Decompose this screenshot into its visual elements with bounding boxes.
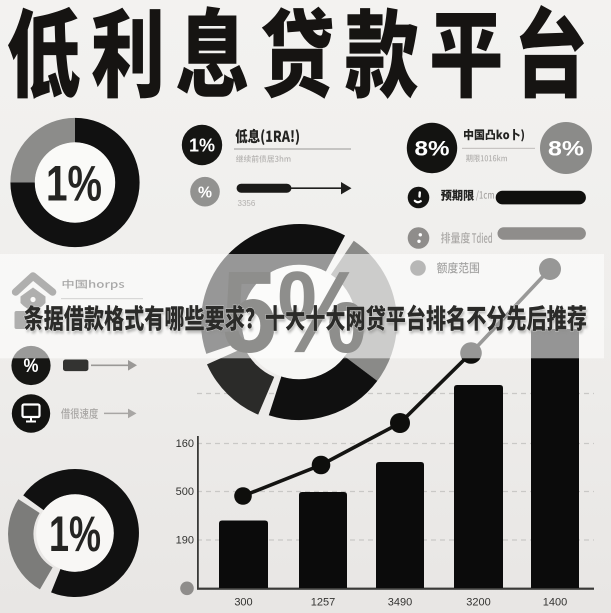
svg-text:8%: 8% — [415, 137, 450, 160]
svg-text:%: % — [198, 185, 212, 202]
svg-text:1257: 1257 — [311, 597, 335, 609]
svg-text:1%: 1% — [189, 136, 215, 156]
svg-text:300: 300 — [234, 597, 252, 609]
svg-text:160: 160 — [176, 438, 194, 450]
svg-text:1%: 1% — [49, 506, 101, 562]
svg-text:3490: 3490 — [388, 597, 412, 609]
svg-text:500: 500 — [176, 486, 194, 498]
svg-text:%: % — [24, 356, 39, 377]
svg-text:1400: 1400 — [543, 597, 567, 609]
svg-text:1%: 1% — [46, 156, 102, 212]
svg-text:190: 190 — [176, 535, 194, 547]
svg-text:8%: 8% — [548, 137, 584, 161]
svg-text:3356: 3356 — [238, 199, 256, 208]
svg-text:3200: 3200 — [466, 597, 490, 609]
